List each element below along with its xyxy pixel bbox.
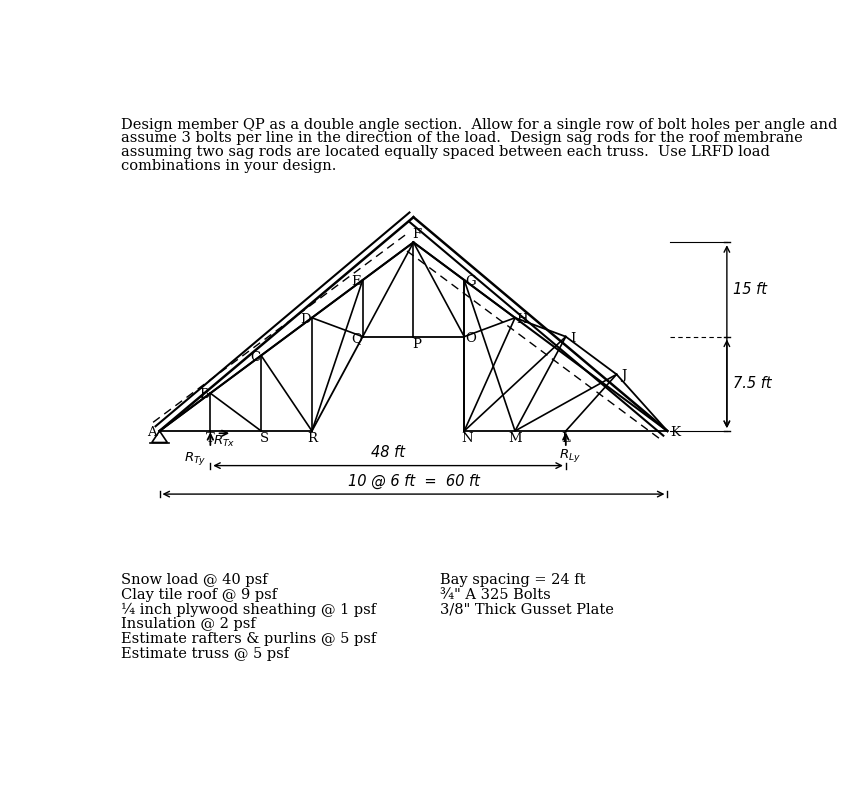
Text: assuming two sag rods are located equally spaced between each truss.  Use LRFD l: assuming two sag rods are located equall… (121, 146, 770, 159)
Text: P: P (412, 338, 421, 351)
Text: R: R (307, 432, 317, 445)
Text: Clay tile roof @ 9 psf: Clay tile roof @ 9 psf (121, 588, 277, 602)
Text: Bay spacing = 24 ft: Bay spacing = 24 ft (440, 574, 586, 587)
Text: L: L (562, 432, 570, 445)
Text: H: H (516, 313, 528, 326)
Text: 48 ft: 48 ft (371, 446, 405, 460)
Text: I: I (570, 332, 575, 345)
Text: Insulation @ 2 psf: Insulation @ 2 psf (121, 618, 256, 631)
Text: assume 3 bolts per line in the direction of the load.  Design sag rods for the r: assume 3 bolts per line in the direction… (121, 131, 803, 146)
Text: $R_{Ty}$: $R_{Ty}$ (184, 450, 206, 467)
Text: $R_{Tx}$: $R_{Tx}$ (213, 434, 235, 449)
Text: 3/8" Thick Gusset Plate: 3/8" Thick Gusset Plate (440, 602, 614, 617)
Text: T: T (206, 432, 215, 445)
Text: combinations in your design.: combinations in your design. (121, 159, 336, 173)
Text: E: E (351, 275, 362, 288)
Text: ¾" A 325 Bolts: ¾" A 325 Bolts (440, 588, 551, 602)
Text: K: K (670, 426, 680, 439)
Text: C: C (250, 350, 260, 363)
Text: B: B (199, 388, 209, 402)
Text: F: F (412, 228, 422, 241)
Text: M: M (508, 432, 522, 445)
Text: $R_{Ly}$: $R_{Ly}$ (558, 447, 581, 464)
Text: 7.5 ft: 7.5 ft (733, 376, 772, 391)
Text: ¼ inch plywood sheathing @ 1 psf: ¼ inch plywood sheathing @ 1 psf (121, 602, 376, 617)
Text: 10 @ 6 ft  =  60 ft: 10 @ 6 ft = 60 ft (347, 474, 480, 489)
Text: A: A (147, 426, 156, 439)
Text: Snow load @ 40 psf: Snow load @ 40 psf (121, 574, 268, 587)
Text: S: S (260, 432, 268, 445)
Text: D: D (300, 313, 311, 326)
Text: N: N (462, 432, 473, 445)
Text: Q: Q (351, 332, 362, 345)
Text: Estimate truss @ 5 psf: Estimate truss @ 5 psf (121, 646, 289, 661)
Text: O: O (465, 332, 476, 345)
Text: J: J (621, 370, 626, 382)
Text: G: G (465, 275, 475, 288)
Text: Estimate rafters & purlins @ 5 psf: Estimate rafters & purlins @ 5 psf (121, 632, 376, 646)
Text: 15 ft: 15 ft (733, 282, 767, 297)
Text: Design member QP as a double angle section.  Allow for a single row of bolt hole: Design member QP as a double angle secti… (121, 118, 837, 131)
